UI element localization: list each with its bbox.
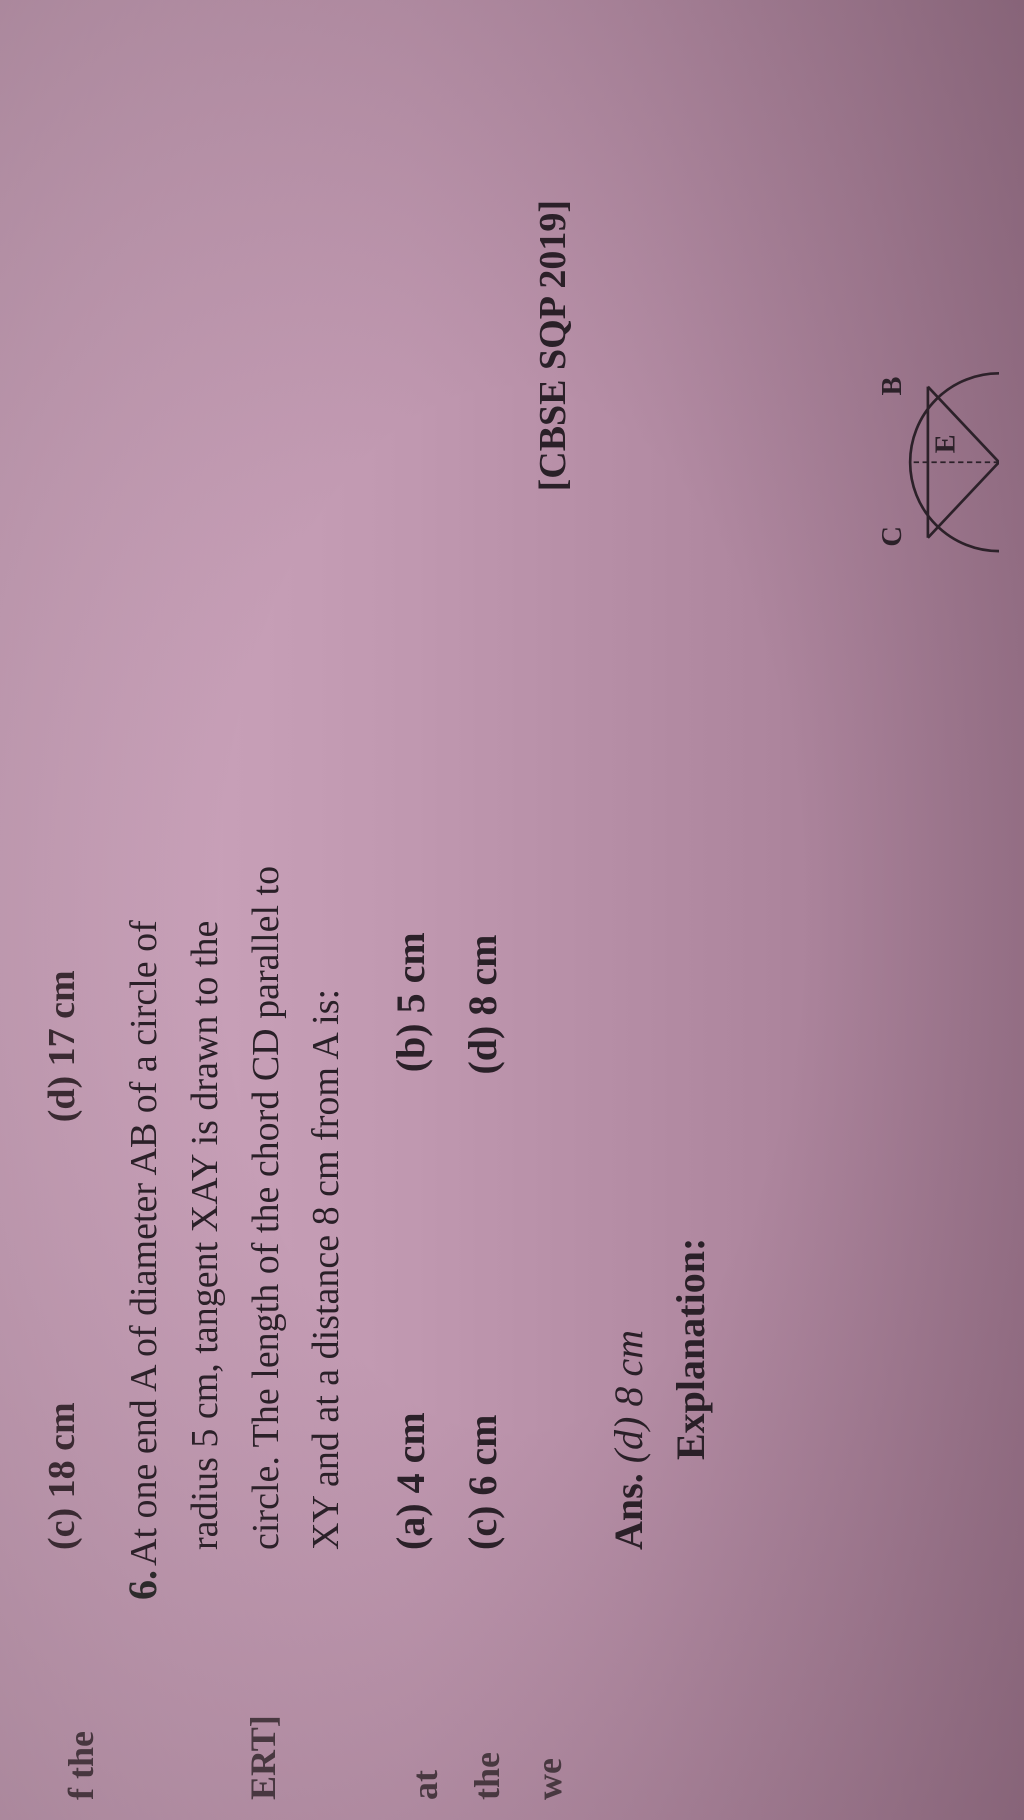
margin-fragment-1: f the bbox=[60, 1680, 102, 1800]
margin-fragment-2: ERT] bbox=[242, 1680, 284, 1800]
option-d: (d) 8 cm bbox=[459, 935, 506, 1075]
circle-diagram: C B E bbox=[839, 360, 1004, 600]
label-c: C bbox=[877, 526, 908, 547]
question-line-1: At one end A of diameter AB of a circle … bbox=[123, 920, 165, 1566]
question-line-3: circle. The length of the chord CD paral… bbox=[236, 100, 297, 1550]
answer-value: (d) 8 cm bbox=[606, 1330, 651, 1463]
answer-line: Ans. (d) 8 cm bbox=[605, 100, 652, 1550]
source-citation: [CBSE SQP 2019] bbox=[531, 200, 575, 1600]
prev-option-d: (d) 17 cm bbox=[40, 970, 84, 1122]
question-line-2: radius 5 cm, tangent XAY is drawn to the bbox=[175, 100, 236, 1550]
option-b: (b) 5 cm bbox=[387, 932, 434, 1072]
margin-fragment-3: at bbox=[404, 1680, 446, 1800]
margin-fragment-5: we bbox=[528, 1680, 570, 1800]
margin-fragment-4: the bbox=[466, 1680, 508, 1800]
chord-line-1 bbox=[928, 462, 999, 538]
label-e: E bbox=[931, 434, 962, 453]
answer-label: Ans. bbox=[606, 1473, 651, 1550]
question-block: 6. At one end A of diameter AB of a circ… bbox=[114, 100, 357, 1600]
option-a: (a) 4 cm bbox=[387, 1412, 434, 1550]
prev-option-c: (c) 18 cm bbox=[40, 1402, 84, 1550]
question-line-4: XY and at a distance 8 cm from A is: bbox=[296, 100, 357, 1550]
option-c: (c) 6 cm bbox=[459, 1415, 506, 1550]
question-number: 6. bbox=[120, 1570, 165, 1600]
label-b: B bbox=[877, 377, 908, 396]
explanation-label: Explanation: bbox=[667, 100, 714, 1460]
options-grid: (a) 4 cm (b) 5 cm (c) 6 cm (d) 8 cm bbox=[387, 100, 506, 1550]
